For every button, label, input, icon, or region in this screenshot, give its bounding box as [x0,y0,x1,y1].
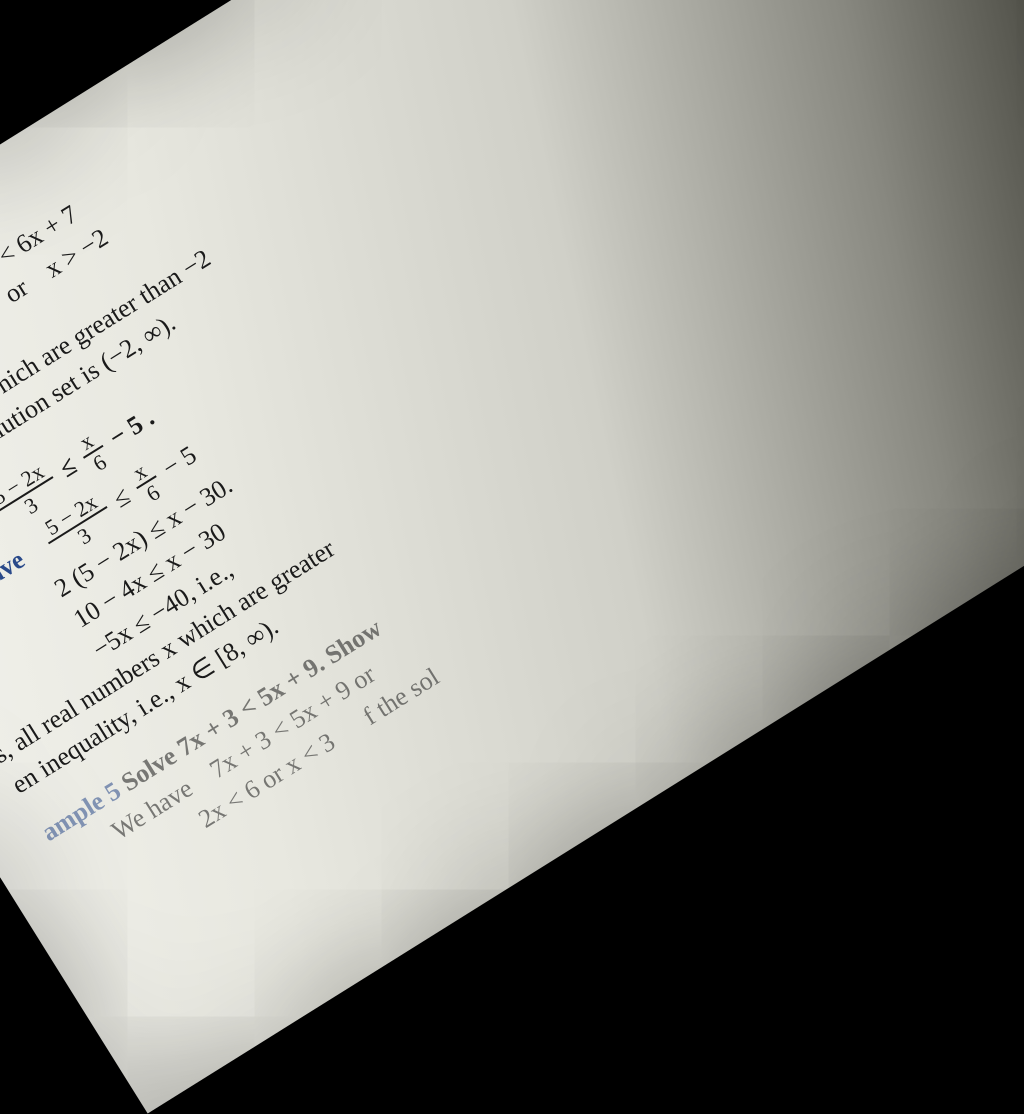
ex3-or: or [0,273,33,309]
ex4-leq: ≤ [54,451,81,483]
ex4-minus5: − 5 [104,409,148,452]
textbook-page: 3 Solve 4x + 3 < 6x + 7. We have, 4x + 3… [0,0,1024,1114]
ex4-step1-leq: ≤ [108,482,135,514]
ex4-step1-tail: − 5 [157,440,201,483]
